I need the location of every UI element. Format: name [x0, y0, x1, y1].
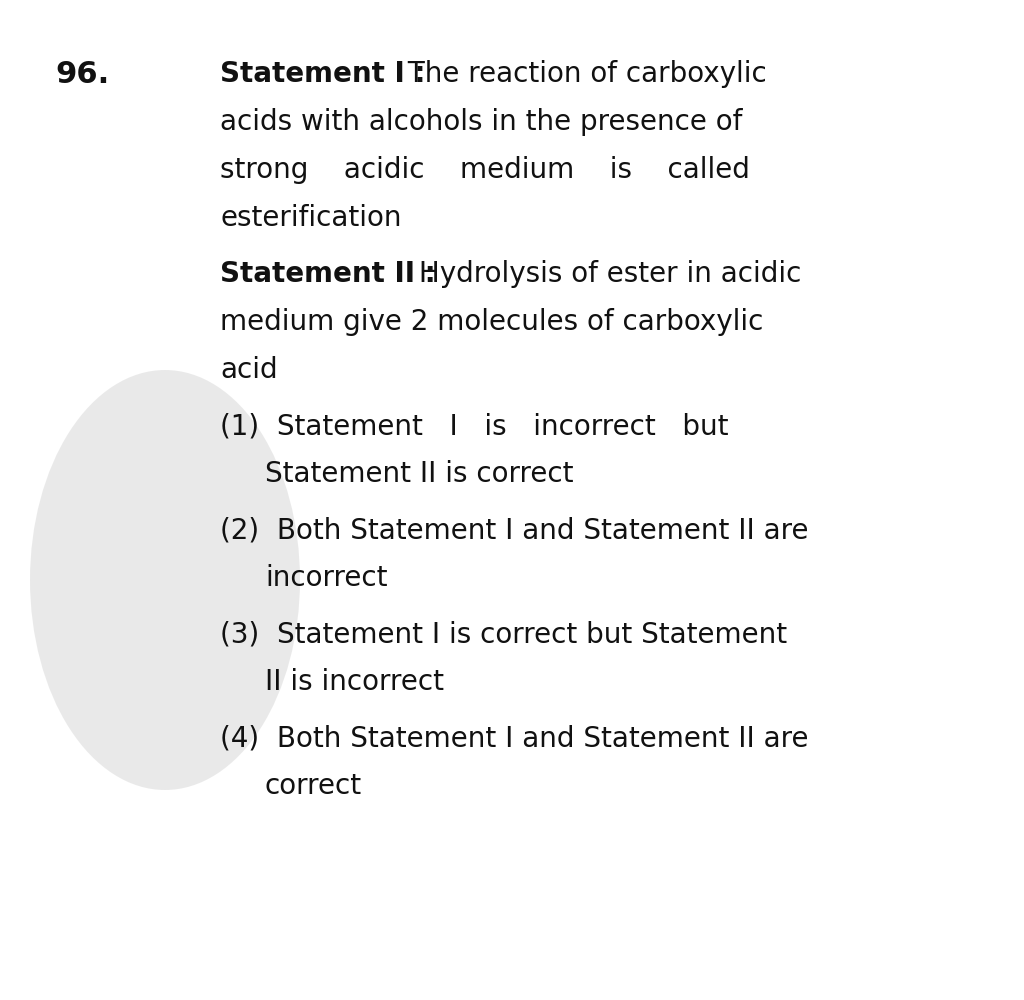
Text: II is incorrect: II is incorrect — [265, 668, 444, 696]
Text: incorrect: incorrect — [265, 564, 387, 592]
Text: Statement I :: Statement I : — [220, 60, 426, 88]
Text: esterification: esterification — [220, 204, 401, 232]
Text: medium give 2 molecules of carboxylic: medium give 2 molecules of carboxylic — [220, 308, 763, 336]
Text: (3)  Statement I is correct but Statement: (3) Statement I is correct but Statement — [220, 620, 787, 648]
Text: strong    acidic    medium    is    called: strong acidic medium is called — [220, 156, 750, 184]
Ellipse shape — [30, 370, 300, 790]
Text: Hydrolysis of ester in acidic: Hydrolysis of ester in acidic — [410, 260, 802, 288]
Text: Statement II is correct: Statement II is correct — [265, 460, 573, 488]
Text: acids with alcohols in the presence of: acids with alcohols in the presence of — [220, 108, 742, 136]
Text: (4)  Both Statement I and Statement II are: (4) Both Statement I and Statement II ar… — [220, 724, 809, 752]
Text: Statement II :: Statement II : — [220, 260, 436, 288]
Text: 96.: 96. — [55, 60, 110, 89]
Text: acid: acid — [220, 356, 278, 384]
Text: (2)  Both Statement I and Statement II are: (2) Both Statement I and Statement II ar… — [220, 516, 809, 544]
Text: The reaction of carboxylic: The reaction of carboxylic — [399, 60, 767, 88]
Text: (1)  Statement   I   is   incorrect   but: (1) Statement I is incorrect but — [220, 412, 728, 440]
Text: correct: correct — [265, 772, 362, 800]
